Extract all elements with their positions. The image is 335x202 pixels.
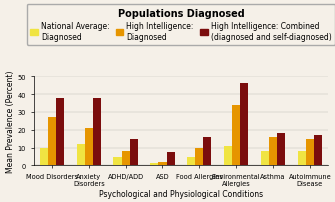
Bar <box>306 139 314 166</box>
Legend: National Average:
Diagnosed, High Intelligence:
Diagnosed, High Intelligence: Co: National Average: Diagnosed, High Intell… <box>26 5 335 45</box>
Bar <box>93 98 101 166</box>
Bar <box>187 157 195 166</box>
Bar <box>240 84 248 166</box>
Y-axis label: Mean Prevalence (Percent): Mean Prevalence (Percent) <box>6 70 15 172</box>
Bar <box>232 105 240 166</box>
Bar <box>314 135 322 166</box>
Bar <box>277 134 285 166</box>
Bar <box>269 137 277 166</box>
Bar <box>114 157 122 166</box>
Bar <box>195 148 203 166</box>
Bar <box>224 146 232 166</box>
Bar <box>261 152 269 166</box>
Bar <box>40 148 48 166</box>
Bar <box>130 139 138 166</box>
Bar <box>85 128 93 166</box>
Bar <box>122 152 130 166</box>
Bar <box>158 162 166 166</box>
Bar <box>56 98 64 166</box>
Bar <box>166 152 175 166</box>
Bar <box>150 163 158 166</box>
X-axis label: Psychological and Physiological Conditions: Psychological and Physiological Conditio… <box>99 189 263 198</box>
Bar <box>48 118 56 166</box>
Bar <box>203 137 211 166</box>
Bar <box>77 144 85 166</box>
Bar <box>298 152 306 166</box>
